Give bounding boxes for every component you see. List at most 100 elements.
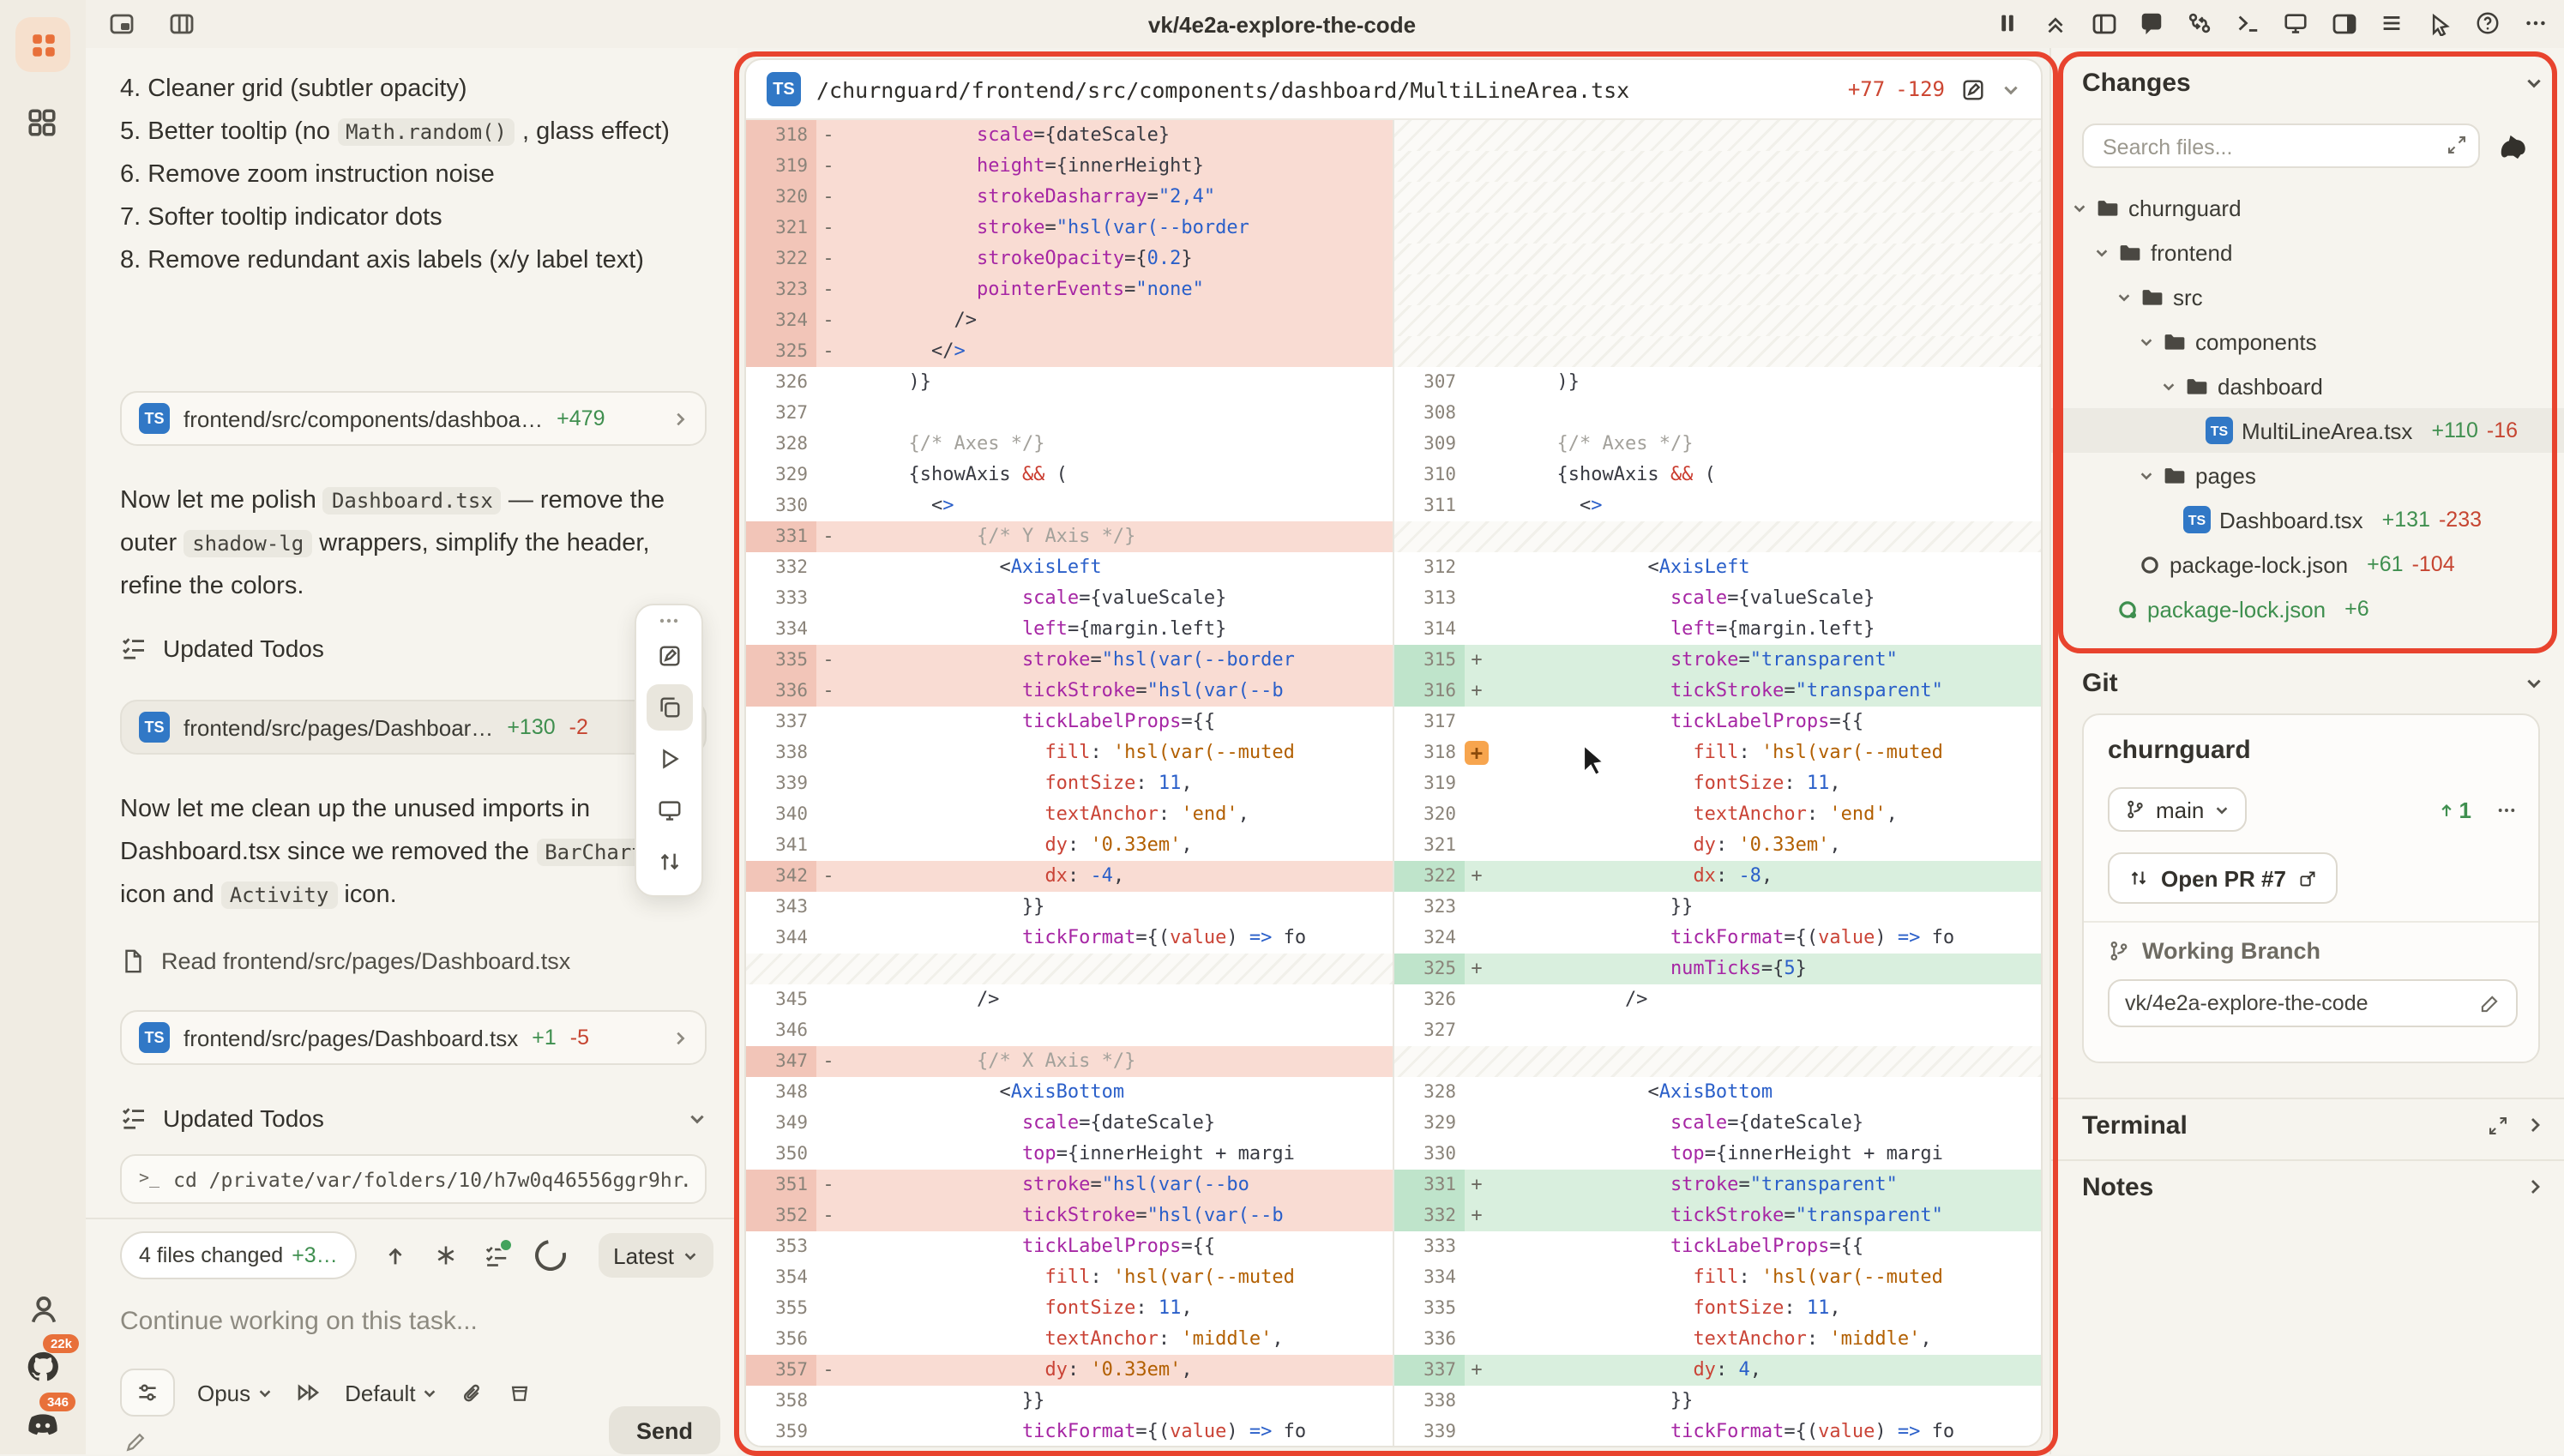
pointer-mode-icon[interactable] — [2425, 9, 2454, 38]
hound-mascot-icon[interactable] — [2494, 128, 2530, 164]
run-button[interactable] — [646, 736, 692, 782]
diff-row: 330 <> 311 <> — [746, 490, 2041, 521]
grid-view-icon[interactable] — [26, 106, 58, 139]
files-changed-chip[interactable]: 4 files changed +3… — [120, 1231, 357, 1279]
chevron-down-icon[interactable] — [2139, 467, 2154, 483]
diff-row: 343 }} 323 }} — [746, 892, 2041, 923]
workspace-active-tab[interactable] — [15, 17, 70, 72]
read-file-row[interactable]: Read frontend/src/pages/Dashboard.tsx — [120, 940, 707, 981]
git-section-header[interactable]: Git — [2082, 662, 2543, 703]
settings-sliders-button[interactable] — [120, 1369, 175, 1417]
todo-list-item: 7. Softer tooltip indicator dots — [120, 204, 442, 232]
drag-handle-icon[interactable] — [659, 614, 679, 628]
tree-folder-row[interactable]: frontend — [2051, 230, 2564, 274]
collapse-all-icon[interactable] — [2041, 9, 2070, 38]
updated-todos-row[interactable]: Updated Todos — [120, 1098, 707, 1139]
open-diff-button[interactable] — [646, 633, 692, 679]
attachment-icon[interactable] — [460, 1380, 486, 1405]
collapse-tree-icon[interactable] — [2446, 134, 2468, 156]
model-dropdown[interactable]: Opus — [197, 1380, 273, 1405]
chevron-down-icon[interactable] — [2161, 378, 2176, 394]
annotate-diff-icon[interactable] — [1960, 76, 1986, 102]
diff-row: 352- tickStroke="hsl(var(--b 332 + tickStr… — [746, 1200, 2041, 1231]
top-bar: vk/4e2a-explore-the-code — [0, 0, 2564, 48]
menu-icon[interactable] — [2377, 9, 2406, 38]
message-input[interactable]: Continue working on this task... — [120, 1307, 478, 1336]
terminal-icon[interactable] — [2233, 9, 2262, 38]
add-comment-button[interactable]: + — [1465, 741, 1489, 765]
github-stars-badge: 22k — [43, 1334, 79, 1353]
tree-folder-row[interactable]: components — [2051, 319, 2564, 364]
github-icon — [27, 1351, 58, 1381]
copy-button[interactable] — [646, 684, 692, 731]
tree-file-row[interactable]: package-lock.json +61 -104 — [2051, 542, 2564, 587]
working-branch-input[interactable]: vk/4e2a-explore-the-code — [2108, 979, 2518, 1027]
layout-columns-icon[interactable] — [166, 9, 196, 38]
file-chip[interactable]: TS frontend/src/components/dashboa… +479 — [120, 391, 707, 446]
branch-selector[interactable]: main — [2108, 787, 2248, 832]
updated-todos-row[interactable]: Updated Todos — [120, 628, 707, 669]
chevron-down-icon[interactable] — [688, 1109, 707, 1128]
chat-bubble-icon[interactable] — [2137, 9, 2166, 38]
diff-row: 351- stroke="hsl(var(--bo 331 + stroke="tr… — [746, 1170, 2041, 1200]
chevron-down-icon[interactable] — [2139, 334, 2154, 349]
git-compare-icon[interactable] — [2185, 9, 2214, 38]
diff-body[interactable]: 318- scale={dateScale} 319- height={inner… — [746, 120, 2041, 1446]
diff-row: 321- stroke="hsl(var(--border — [746, 213, 2041, 244]
chevron-down-icon[interactable] — [2525, 73, 2543, 92]
diff-row: 345 /> 326 /> — [746, 984, 2041, 1015]
fast-forward-icon[interactable] — [295, 1379, 322, 1406]
tree-folder-row[interactable]: pages — [2051, 453, 2564, 497]
chevron-down-icon[interactable] — [2094, 244, 2110, 260]
tree-folder-row[interactable]: churnguard — [2051, 185, 2564, 230]
search-input[interactable] — [2099, 125, 2432, 170]
chevron-down-icon[interactable] — [2001, 80, 2020, 99]
git-compare-button[interactable] — [646, 839, 692, 885]
file-chip[interactable]: TS frontend/src/pages/Dashboar… +130 -2 — [120, 700, 707, 755]
latest-dropdown[interactable]: Latest — [598, 1233, 713, 1278]
diff-removed-count: -129 — [1895, 77, 1945, 101]
help-icon[interactable] — [2473, 9, 2502, 38]
chevron-down-icon — [684, 1252, 696, 1260]
scroll-up-icon[interactable] — [382, 1242, 408, 1268]
diff-row: 337 tickLabelProps={{317 tickLabelProps=… — [746, 707, 2041, 737]
diff-row: 355 fontSize: 11, 335 fontSize: 11, — [746, 1293, 2041, 1324]
chevron-down-icon[interactable] — [2116, 289, 2132, 304]
terminal-section-header[interactable]: Terminal — [2082, 1104, 2543, 1146]
notes-section-header[interactable]: Notes — [2082, 1166, 2543, 1207]
open-pr-button[interactable]: Open PR #7 — [2108, 852, 2338, 904]
diff-row: 346 327 — [746, 1015, 2041, 1046]
ts-file-icon: TS — [2206, 417, 2233, 444]
edit-pencil-icon[interactable] — [123, 1430, 147, 1454]
mode-dropdown[interactable]: Default — [345, 1380, 437, 1405]
todos-status-icon[interactable] — [484, 1237, 513, 1268]
window-overview-icon[interactable] — [106, 9, 135, 38]
asterisk-icon[interactable] — [434, 1243, 458, 1267]
panel-right-icon[interactable] — [2329, 9, 2358, 38]
terminal-command-chip[interactable]: >_ cd /private/var/folders/10/h7w0q46556… — [120, 1154, 707, 1204]
panel-left-icon[interactable] — [2089, 9, 2118, 38]
discord-link[interactable]: 346 — [24, 1393, 75, 1444]
preview-monitor-button[interactable] — [646, 787, 692, 833]
discord-icon — [28, 1414, 57, 1435]
send-button[interactable]: Send — [608, 1406, 720, 1454]
document-icon — [125, 948, 141, 972]
repo-name: churnguard — [2108, 736, 2251, 765]
account-icon[interactable] — [25, 1291, 61, 1327]
git-more-options-icon[interactable] — [2495, 798, 2518, 821]
holster-icon[interactable] — [509, 1381, 533, 1405]
tree-file-row[interactable]: package-lock.json +6 — [2051, 587, 2564, 631]
tree-folder-row[interactable]: src — [2051, 274, 2564, 319]
more-options-icon[interactable] — [2521, 9, 2550, 38]
chevron-down-icon — [2217, 806, 2228, 814]
monitor-icon[interactable] — [2281, 9, 2310, 38]
tree-file-row[interactable]: TS MultiLineArea.tsx +110 -16 — [2051, 408, 2564, 453]
pause-button[interactable] — [1993, 9, 2022, 38]
tree-folder-row[interactable]: dashboard — [2051, 364, 2564, 408]
edit-pencil-icon[interactable] — [2478, 992, 2501, 1014]
file-chip[interactable]: TS frontend/src/pages/Dashboard.tsx +1 -… — [120, 1010, 707, 1065]
chevron-right-icon — [672, 1030, 688, 1045]
tree-file-row[interactable]: TS Dashboard.tsx +131 -233 — [2051, 497, 2564, 542]
github-link[interactable]: 22k — [24, 1334, 79, 1386]
chevron-down-icon[interactable] — [2072, 200, 2087, 215]
